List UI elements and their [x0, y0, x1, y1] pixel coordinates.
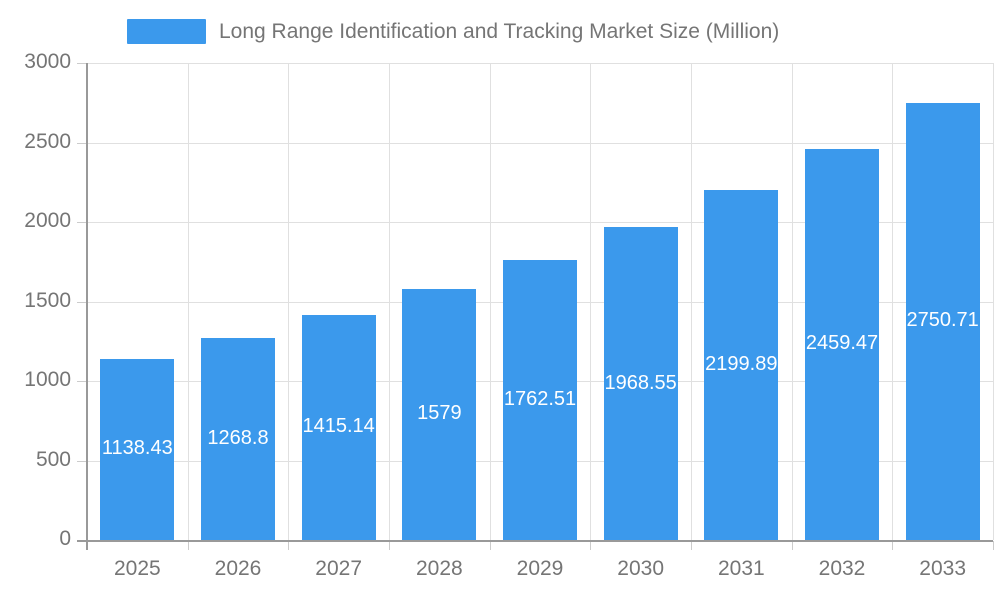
x-gridline: [691, 63, 692, 540]
x-axis-tick: [691, 541, 692, 550]
x-gridline: [993, 63, 994, 540]
bar-value-label: 2459.47: [805, 332, 879, 355]
x-axis-tick: [389, 541, 390, 550]
x-axis-tick: [791, 541, 793, 550]
y-axis-label: 2500: [24, 129, 71, 153]
x-axis-label-2030: 2030: [617, 557, 665, 580]
bar-value-label: 2750.71: [906, 309, 979, 332]
bar-2030: [603, 227, 678, 540]
x-axis-label-2031: 2031: [717, 557, 765, 580]
x-gridline: [288, 63, 290, 540]
legend[interactable]: Long Range Identification and Tracking M…: [127, 18, 779, 45]
y-axis-label: 3000: [24, 50, 71, 73]
x-axis-line: [77, 540, 993, 542]
bar-2028: [402, 288, 477, 540]
x-axis-tick: [892, 541, 894, 550]
x-axis-label-2025: 2025: [113, 557, 161, 580]
x-axis-label-2029: 2029: [516, 557, 564, 580]
y-gridline: [87, 222, 993, 223]
bar-2029: [503, 259, 577, 540]
y-gridline: [87, 63, 993, 64]
y-axis-label: 1000: [24, 368, 71, 391]
bar-value-label: 1968.55: [604, 371, 677, 394]
y-axis-tick: [77, 301, 87, 303]
x-axis-tick: [590, 541, 592, 550]
y-axis-line: [86, 63, 88, 550]
x-axis-label-2028: 2028: [415, 557, 463, 580]
bar-2026: [201, 338, 275, 540]
y-axis-label: 1500: [24, 288, 71, 312]
x-axis-label-2032: 2032: [818, 557, 866, 580]
y-axis-tick: [77, 381, 87, 382]
bar-2025: [100, 358, 175, 540]
x-axis-label-2033: 2033: [919, 557, 967, 580]
y-axis-tick: [77, 142, 87, 144]
legend-swatch: [127, 19, 206, 44]
x-gridline: [489, 63, 491, 540]
bar-value-label: 1762.51: [503, 387, 577, 410]
bar-value-label: 1415.14: [302, 415, 375, 438]
y-axis-tick: [77, 460, 87, 462]
bar-2027: [301, 314, 376, 540]
x-axis-tick: [288, 541, 290, 550]
x-gridline: [590, 63, 592, 540]
bar-2032: [805, 148, 879, 540]
x-gridline: [187, 63, 189, 540]
bar-value-label: 1579: [417, 402, 462, 425]
x-axis-tick: [489, 541, 491, 550]
x-gridline: [389, 63, 390, 540]
x-gridline: [791, 63, 793, 540]
y-axis-tick: [77, 222, 87, 223]
bar-2031: [704, 190, 779, 540]
x-axis-label-2026: 2026: [214, 557, 262, 580]
bar-2033: [905, 102, 980, 540]
bar-value-label: 2199.89: [705, 353, 778, 376]
bar-value-label: 1138.43: [101, 437, 173, 460]
x-gridline: [892, 63, 894, 540]
legend-label: Long Range Identification and Tracking M…: [219, 20, 780, 43]
y-axis-tick: [77, 63, 87, 64]
y-axis-label: 500: [35, 447, 71, 471]
x-axis-tick: [187, 541, 189, 550]
bar-value-label: 1268.8: [207, 427, 269, 450]
x-axis-tick: [993, 541, 994, 550]
y-axis-label: 0: [59, 527, 71, 550]
y-gridline: [87, 142, 993, 144]
x-axis-label-2027: 2027: [315, 557, 363, 580]
y-axis-label: 2000: [24, 209, 71, 232]
